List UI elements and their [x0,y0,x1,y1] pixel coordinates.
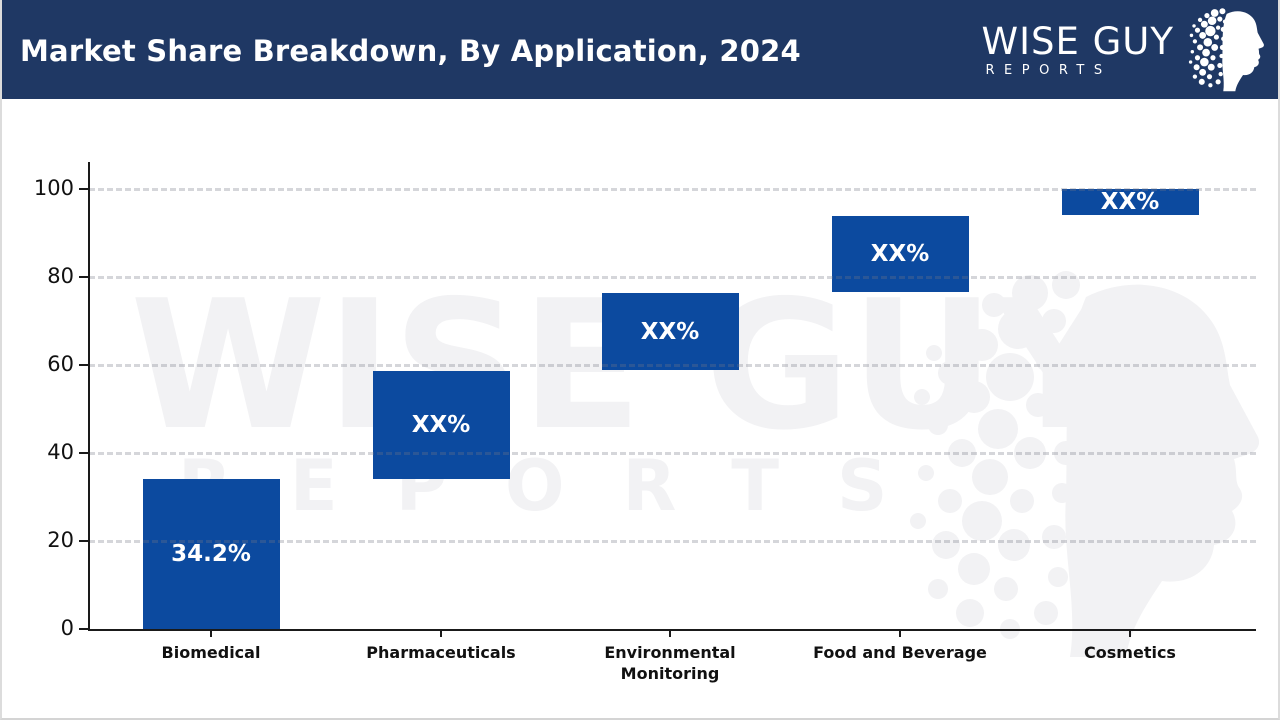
y-tick-label-0: 0 [60,616,74,640]
logo-wordmark: WISE GUY [981,20,1174,63]
logo-text: WISE GUY REPORTS [981,20,1174,79]
watermark-head-icon [910,271,1260,657]
y-tick-0 [79,628,88,630]
bar-food-and-beverage [831,215,969,292]
gridline-60 [89,363,1256,367]
y-tick-40 [79,452,88,454]
y-tick-80 [79,276,88,278]
y-tick-60 [79,364,88,366]
x-axis-label: Cosmetics [1084,643,1176,662]
y-tick-label-100: 100 [33,176,74,200]
bar-value-label: XX% [870,240,930,267]
bar-value-label: XX% [640,318,700,345]
wise-guy-logo: WISE GUY REPORTS [982,6,1272,94]
y-tick-label-60: 60 [47,352,74,376]
y-axis-line [88,162,90,631]
chart-area: WISE GUY REPORTS 0 20 40 60 80 100 34.2% Biomed… [0,99,1280,720]
bar-value-label: XX% [1100,188,1160,215]
x-axis-label: Environmental Monitoring [604,643,736,683]
y-tick-20 [79,540,88,542]
bar-environmental-monitoring [601,292,739,371]
bar-pharmaceuticals [372,371,510,479]
x-axis-label: Food and Beverage [813,643,987,662]
x-tick-2 [669,629,671,637]
page-title: Market Share Breakdown, By Application, … [20,34,801,68]
bar-biomedical [142,478,280,629]
watermark-subtitle: REPORTS [178,445,946,527]
logo-subtitle: REPORTS [985,63,1112,78]
gridline-80 [89,275,1256,279]
y-tick-100 [79,188,88,190]
bar-cosmetics [1061,189,1199,215]
y-tick-label-80: 80 [47,264,74,288]
gridline-40 [89,451,1256,455]
header-band: Market Share Breakdown, By Application, … [0,0,1280,99]
y-tick-label-20: 20 [47,528,74,552]
x-tick-1 [440,629,442,637]
bar-value-label: XX% [411,411,471,438]
gridline-20 [89,539,1256,543]
x-tick-0 [210,629,212,637]
y-tick-label-40: 40 [47,440,74,464]
x-tick-3 [899,629,901,637]
x-axis-label: Biomedical [161,643,261,662]
gridline-100 [89,187,1256,191]
dotted-head-icon [1188,8,1264,92]
x-axis-label: Pharmaceuticals [366,643,516,662]
x-tick-4 [1129,629,1131,637]
x-axis-line [88,629,1256,631]
bar-value-label: 34.2% [171,540,251,567]
